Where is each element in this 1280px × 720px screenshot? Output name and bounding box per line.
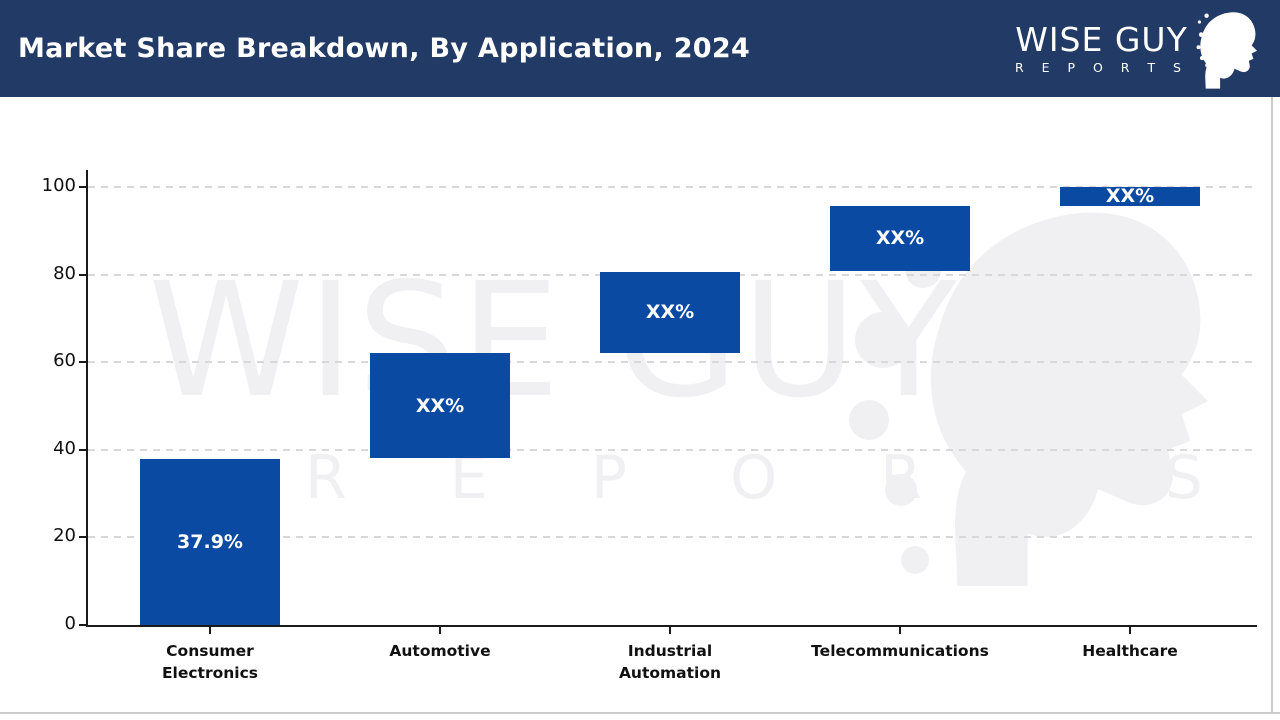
x-axis-line <box>86 625 1257 627</box>
y-tick-mark <box>79 536 86 539</box>
frame-right-line <box>1271 97 1273 713</box>
header-bar: Market Share Breakdown, By Application, … <box>0 0 1280 97</box>
category-label-line: Consumer <box>166 642 254 660</box>
y-tick-mark <box>79 186 86 188</box>
bar-consumer-electronics: 37.9% <box>140 458 280 625</box>
logo-face-icon <box>1196 12 1257 89</box>
category-label-line: Industrial <box>627 642 713 660</box>
y-tick-mark <box>79 361 86 364</box>
bar-value-label: 37.9% <box>177 530 243 553</box>
category-label-line: Automotive <box>389 642 491 660</box>
y-tick-mark <box>79 273 86 276</box>
watermark-face-icon <box>849 212 1208 587</box>
category-label-line: Healthcare <box>1082 642 1178 660</box>
category-label-line: Telecommunications <box>811 642 989 660</box>
y-tick-label: 60 <box>53 350 76 372</box>
category-label-telecommunications: Telecommunications <box>785 641 1015 663</box>
x-tick-mark <box>899 627 901 634</box>
y-tick-label: 40 <box>53 437 76 459</box>
logo-wordmark: WISE GUY <box>1015 20 1188 60</box>
category-label-automotive: Automotive <box>325 641 555 663</box>
gridline-20 <box>88 536 1255 539</box>
bar-healthcare: XX% <box>1060 185 1200 208</box>
y-axis-line <box>86 170 88 627</box>
y-tick-mark <box>79 624 86 626</box>
gridline-40 <box>88 448 1255 451</box>
logo-subtitle: R E P O R T S <box>1014 59 1188 75</box>
bar-telecommunications: XX% <box>830 205 970 271</box>
chart-title: Market Share Breakdown, By Application, … <box>18 33 751 64</box>
logo-text: WISE GUY R E P O R T S <box>1015 23 1188 75</box>
y-tick-label: 0 <box>64 613 76 634</box>
x-tick-mark <box>1129 627 1131 634</box>
bar-value-label: XX% <box>1105 185 1155 208</box>
wiseguy-logo: WISE GUY R E P O R T S <box>1015 4 1266 94</box>
y-tick-label: 20 <box>53 525 76 547</box>
bar-value-label: XX% <box>415 394 465 417</box>
bar-value-label: XX% <box>875 227 925 250</box>
x-tick-mark <box>669 627 671 634</box>
y-tick-label: 80 <box>53 262 76 284</box>
category-label-consumer-electronics: Consumer Electronics <box>95 641 325 684</box>
gridline-100 <box>88 186 1255 188</box>
bar-automotive: XX% <box>370 353 510 459</box>
bar-industrial-automation: XX% <box>600 271 740 353</box>
y-tick-mark <box>79 448 86 451</box>
bar-value-label: XX% <box>645 301 695 324</box>
frame-bottom-line <box>0 712 1280 714</box>
y-tick-label: 100 <box>41 175 76 196</box>
gridline-60 <box>88 361 1255 364</box>
x-tick-mark <box>439 627 441 634</box>
category-label-healthcare: Healthcare <box>1015 641 1245 663</box>
category-label-line: Automation <box>618 663 722 682</box>
category-label-line: Electronics <box>161 663 259 682</box>
x-tick-mark <box>209 627 211 634</box>
category-label-industrial-automation: Industrial Automation <box>555 641 785 684</box>
